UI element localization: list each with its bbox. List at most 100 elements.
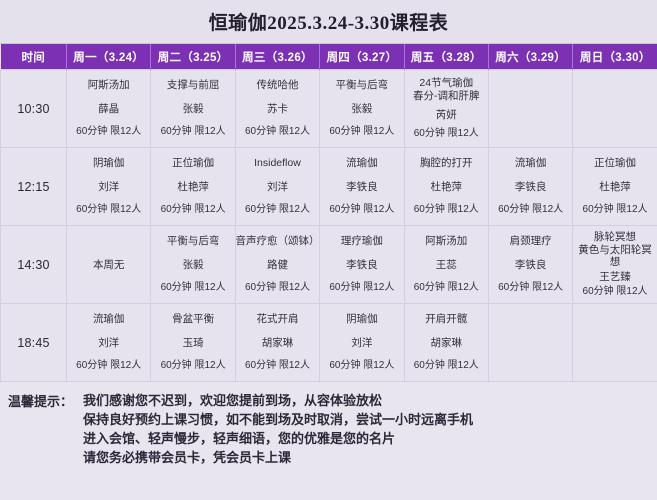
title-band: 恒瑜伽2025.3.24-3.30课程表 bbox=[0, 0, 657, 44]
teacher-name: 李铁良 bbox=[514, 258, 547, 271]
class-cell-content: 花式开肩 胡家琳 60分钟 限12人 bbox=[238, 309, 317, 376]
teacher-name: 张毅 bbox=[182, 102, 204, 115]
class-name: 流瑜伽 bbox=[514, 157, 547, 170]
column-header-saturday: 周六（3.29） bbox=[487, 44, 574, 70]
table-body: 10:30 阿斯汤加 薛晶 60分钟 限12人 支撑与前屈 张毅 60分钟 限12人 传统哈他… bbox=[0, 69, 657, 382]
teacher-name: 苏卡 bbox=[266, 102, 288, 115]
class-cell-monday[interactable]: 阿斯汤加 薛晶 60分钟 限12人 bbox=[65, 69, 152, 148]
table-header: 时间 周一（3.24） 周二（3.25） 周三（3.26） 周四（3.27） 周… bbox=[0, 44, 657, 70]
empty-slot bbox=[491, 309, 570, 376]
class-cell-saturday[interactable]: 肩颈理疗 李铁良 60分钟 限12人 bbox=[487, 225, 574, 304]
class-meta: 60分钟 限12人 bbox=[329, 359, 395, 371]
class-cell-content: 阿斯汤加 王蕊 60分钟 限12人 bbox=[407, 231, 486, 298]
header-row: 时间 周一（3.24） 周二（3.25） 周三（3.26） 周四（3.27） 周… bbox=[0, 44, 657, 70]
teacher-name: 张毅 bbox=[182, 258, 204, 271]
class-name: 阴瑜伽 bbox=[346, 313, 378, 326]
teacher-name: 刘洋 bbox=[351, 336, 373, 349]
class-cell-monday[interactable]: 本周无 bbox=[65, 225, 152, 304]
class-cell-friday[interactable]: 阿斯汤加 王蕊 60分钟 限12人 bbox=[403, 225, 489, 304]
teacher-name: 芮妍 bbox=[435, 108, 457, 121]
teacher-name: 玉琦 bbox=[182, 336, 204, 349]
teacher-name: 李铁良 bbox=[346, 180, 378, 193]
note-line: 我们感谢您不迟到，欢迎您提前到场，从容体验放松 bbox=[83, 393, 383, 408]
class-meta: 60分钟 限12人 bbox=[160, 125, 226, 137]
class-meta: 60分钟 限12人 bbox=[160, 281, 226, 293]
class-cell-tuesday[interactable]: 正位瑜伽 杜艳萍 60分钟 限12人 bbox=[150, 147, 236, 226]
class-cell-tuesday[interactable]: 支撑与前屈 张毅 60分钟 限12人 bbox=[150, 69, 236, 148]
time-cell: 14:30 bbox=[0, 225, 67, 304]
time-cell: 10:30 bbox=[0, 69, 67, 148]
class-cell-wednesday[interactable]: 传统哈他 苏卡 60分钟 限12人 bbox=[234, 69, 321, 148]
class-meta: 60分钟 限12人 bbox=[329, 281, 395, 293]
class-cell-thursday[interactable]: 阴瑜伽刘洋 60分钟 限12人 bbox=[319, 303, 405, 382]
class-meta: 60分钟 限12人 bbox=[76, 359, 142, 371]
class-cell-saturday[interactable]: 流瑜伽 李铁良 60分钟 限12人 bbox=[487, 147, 574, 226]
class-cell-content: 正位瑜伽 杜艳萍 60分钟 限12人 bbox=[153, 153, 232, 220]
class-name: 花式开肩 bbox=[256, 313, 299, 326]
class-meta: 60分钟 限12人 bbox=[413, 281, 479, 293]
class-cell-wednesday[interactable]: 花式开肩 胡家琳 60分钟 限12人 bbox=[234, 303, 321, 382]
table-row: 10:30 阿斯汤加 薛晶 60分钟 限12人 支撑与前屈 张毅 60分钟 限12人 传统哈他… bbox=[0, 69, 657, 148]
class-cell-wednesday[interactable]: Insideflow 刘洋 60分钟 限12人 bbox=[234, 147, 321, 226]
class-cell-saturday bbox=[487, 69, 574, 148]
class-cell-thursday[interactable]: 理疗瑜伽 李铁良 60分钟 限12人 bbox=[319, 225, 405, 304]
teacher-name: 路健 bbox=[266, 258, 288, 271]
class-cell-monday[interactable]: 流瑜伽 刘洋 60分钟 限12人 bbox=[65, 303, 152, 382]
class-meta: 60分钟 限12人 bbox=[329, 125, 395, 137]
class-name: 理疗瑜伽 bbox=[340, 235, 383, 248]
class-name: 肩颈理疗 bbox=[509, 235, 552, 248]
column-header-sunday: 周日（3.30） bbox=[572, 44, 657, 70]
class-cell-content: 24节气瑜伽 春分-调和肝脾 芮妍 60分钟 限12人 bbox=[407, 75, 486, 142]
teacher-name: 刘洋 bbox=[98, 180, 120, 193]
class-cell-sunday bbox=[572, 303, 657, 382]
class-cell-thursday[interactable]: 流瑜伽 李铁良 60分钟 限12人 bbox=[319, 147, 405, 226]
class-meta: 60分钟 限12人 bbox=[413, 359, 479, 371]
class-meta: 60分钟 限12人 bbox=[160, 359, 226, 371]
class-cell-friday[interactable]: 24节气瑜伽 春分-调和肝脾 芮妍 60分钟 限12人 bbox=[403, 69, 489, 148]
class-cell-monday[interactable]: 阴瑜伽 刘洋 60分钟 限12人 bbox=[65, 147, 152, 226]
class-name: 胸腔的打开 bbox=[420, 157, 473, 170]
class-cell-friday[interactable]: 胸腔的打开 杜艳萍 60分钟 限12人 bbox=[403, 147, 489, 226]
teacher-name: 王艺臻 bbox=[599, 271, 631, 284]
teacher-name: 刘洋 bbox=[266, 180, 288, 193]
class-cell-content: 骨盆平衡 玉琦 60分钟 限12人 bbox=[153, 309, 232, 376]
empty-slot bbox=[491, 75, 570, 142]
class-meta: 60分钟 限12人 bbox=[413, 203, 479, 215]
class-cell-sunday[interactable]: 正位瑜伽 杜艳萍 60分钟 限12人 bbox=[572, 147, 657, 226]
note-line: 进入会馆、轻声慢步，轻声细语，您的优雅是您的名片 bbox=[83, 431, 396, 446]
class-cell-content: 音声疗愈（颂钵） 路健 60分钟 限12人 bbox=[235, 231, 319, 298]
class-cell-content: 肩颈理疗 李铁良 60分钟 限12人 bbox=[491, 231, 570, 298]
column-header-tuesday: 周二（3.25） bbox=[150, 44, 236, 70]
class-cell-friday[interactable]: 开肩开髋 胡家琳 60分钟 限12人 bbox=[403, 303, 489, 382]
class-name: 流瑜伽 bbox=[92, 313, 125, 326]
teacher-name: 胡家琳 bbox=[430, 336, 463, 349]
class-name: 阿斯汤加 bbox=[87, 79, 130, 92]
teacher-name: 胡家琳 bbox=[261, 336, 294, 349]
class-cell-sunday[interactable]: 脉轮冥想 黄色与太阳轮冥想 王艺臻 60分钟 限12人 bbox=[572, 225, 657, 304]
class-name: 阴瑜伽 bbox=[92, 157, 125, 170]
empty-slot bbox=[575, 75, 654, 142]
class-cell-content: 正位瑜伽 杜艳萍 60分钟 限12人 bbox=[575, 153, 654, 220]
class-cell-content: 流瑜伽 李铁良 60分钟 限12人 bbox=[322, 153, 401, 220]
class-name: 24节气瑜伽 春分-调和肝脾 bbox=[413, 77, 480, 102]
class-cell-tuesday[interactable]: 平衡与后弯 张毅 60分钟 限12人 bbox=[150, 225, 236, 304]
class-cell-content: 传统哈他 苏卡 60分钟 限12人 bbox=[238, 75, 317, 142]
time-cell: 18:45 bbox=[0, 303, 67, 382]
class-cell-content: 阴瑜伽 刘洋 60分钟 限12人 bbox=[69, 153, 148, 220]
class-cell-content: 流瑜伽 刘洋 60分钟 限12人 bbox=[69, 309, 148, 376]
class-meta: 60分钟 限12人 bbox=[582, 285, 648, 297]
notes-label: 温馨提示： bbox=[8, 394, 74, 409]
class-cell-content: 支撑与前屈 张毅 60分钟 限12人 bbox=[153, 75, 232, 142]
class-name: 流瑜伽 bbox=[346, 157, 378, 170]
note-line: 保持良好预约上课习惯，如不能到场及时取消，尝试一小时远离手机 bbox=[83, 412, 474, 427]
class-cell-tuesday[interactable]: 骨盆平衡 玉琦 60分钟 限12人 bbox=[150, 303, 236, 382]
class-cell-wednesday[interactable]: 音声疗愈（颂钵） 路健 60分钟 限12人 bbox=[234, 225, 321, 304]
class-name: 阿斯汤加 bbox=[425, 235, 468, 248]
class-name: 正位瑜伽 bbox=[594, 157, 637, 170]
class-name: Insideflow bbox=[254, 157, 301, 170]
class-cell-thursday[interactable]: 平衡与后弯 张毅 60分钟 限12人 bbox=[319, 69, 405, 148]
table-row: 14:30 本周无 平衡与后弯 张毅 60分钟 限12人 音声疗愈（颂钵） 路健 60分钟 限… bbox=[0, 225, 657, 304]
note-line: 请您务必携带会员卡，凭会员卡上课 bbox=[83, 450, 292, 465]
class-cell-sunday bbox=[572, 69, 657, 148]
class-cell-content: 平衡与后弯 张毅 60分钟 限12人 bbox=[153, 231, 232, 298]
